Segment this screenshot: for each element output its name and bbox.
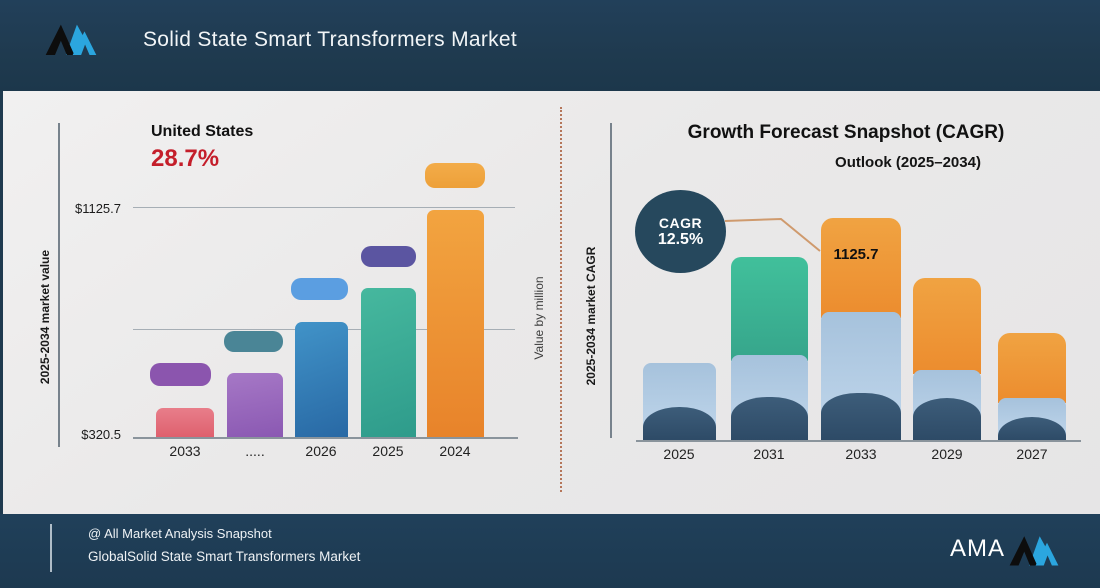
left-bar-2033-cap bbox=[150, 363, 211, 386]
left-bar-2026 bbox=[295, 322, 348, 438]
right-bar-2031-teal bbox=[731, 257, 808, 361]
right-bar-2029-navy bbox=[913, 398, 981, 441]
footer-bar: @ All Market Analysis Snapshot GlobalSol… bbox=[0, 514, 1100, 588]
footer-snapshot-text: @ All Market Analysis Snapshot bbox=[88, 526, 272, 541]
left-y-axis-title: 2025-2034 market value bbox=[38, 249, 52, 385]
right-chart-title: Growth Forecast Snapshot (CAGR) bbox=[687, 122, 1005, 143]
right-bar-2025-navy bbox=[643, 407, 716, 441]
right-bar-2027-orange bbox=[998, 333, 1066, 403]
right-xlabel-2027: 2027 bbox=[1016, 446, 1048, 462]
footer-divider bbox=[50, 524, 52, 572]
cagr-badge-value: 12.5% bbox=[657, 230, 704, 248]
right-chart-subtitle: Outlook (2025–2034) bbox=[835, 154, 981, 171]
left-x-axis-line bbox=[133, 437, 518, 439]
left-bar-2024 bbox=[427, 210, 484, 438]
right-bar-2027-navy bbox=[998, 417, 1066, 441]
left-xlabel-2025: 2025 bbox=[372, 443, 404, 459]
left-xlabel-2026: 2026 bbox=[305, 443, 337, 459]
right-xlabel-2025: 2025 bbox=[663, 446, 695, 462]
footer-market-text: GlobalSolid State Smart Transformers Mar… bbox=[88, 549, 361, 564]
infographic-panel: 2025-2034 market value United States 28.… bbox=[0, 91, 1100, 514]
value-axis-note: Value by million bbox=[532, 276, 546, 360]
left-ytick-bottom: $320.5 bbox=[81, 427, 121, 442]
left-bar-2026-cap bbox=[291, 278, 348, 300]
left-bar-2025-cap bbox=[361, 246, 416, 267]
ama-logo-icon-footer bbox=[1009, 536, 1059, 566]
left-bar-2024-cap bbox=[425, 163, 485, 188]
right-xlabel-2029: 2029 bbox=[931, 446, 963, 462]
left-bar-dots-cap bbox=[224, 331, 283, 352]
page-title: Solid State Smart Transformers Market bbox=[143, 28, 518, 51]
cagr-badge-label: CAGR bbox=[658, 214, 703, 231]
right-bar-2033-navy bbox=[821, 393, 901, 441]
left-ytick-top: $1125.7 bbox=[74, 201, 121, 216]
panel-divider-dotted bbox=[560, 107, 562, 492]
footer-brand-text: AMA bbox=[950, 535, 1006, 562]
right-bar-2031-navy bbox=[731, 397, 808, 441]
right-y-axis-line bbox=[610, 123, 612, 438]
header-bar: Solid State Smart Transformers Market bbox=[0, 0, 1100, 91]
left-bar-dots bbox=[227, 373, 283, 438]
ama-logo-icon bbox=[45, 24, 97, 56]
right-xlabel-2033: 2033 bbox=[845, 446, 877, 462]
right-xlabel-2031: 2031 bbox=[753, 446, 785, 462]
right-bar-2029-orange bbox=[913, 278, 981, 374]
right-bar-2033-orange bbox=[821, 218, 901, 318]
left-bar-2025 bbox=[361, 288, 416, 438]
region-cagr-value: 28.7% bbox=[151, 145, 220, 172]
left-xlabel-2033: 2033 bbox=[169, 443, 201, 459]
annotation-value: 1125.7 bbox=[833, 246, 879, 263]
left-y-axis-line bbox=[58, 123, 60, 447]
left-gridline-top bbox=[133, 207, 515, 208]
right-y-axis-title: 2025-2034 market CAGR bbox=[584, 246, 598, 386]
left-bar-2033 bbox=[156, 408, 214, 438]
left-xlabel-2024: 2024 bbox=[439, 443, 471, 459]
left-xlabel-dots: ..... bbox=[245, 443, 265, 459]
right-x-axis-line bbox=[636, 440, 1081, 442]
cagr-badge: CAGR 12.5% bbox=[635, 190, 726, 273]
region-label: United States bbox=[151, 123, 254, 140]
